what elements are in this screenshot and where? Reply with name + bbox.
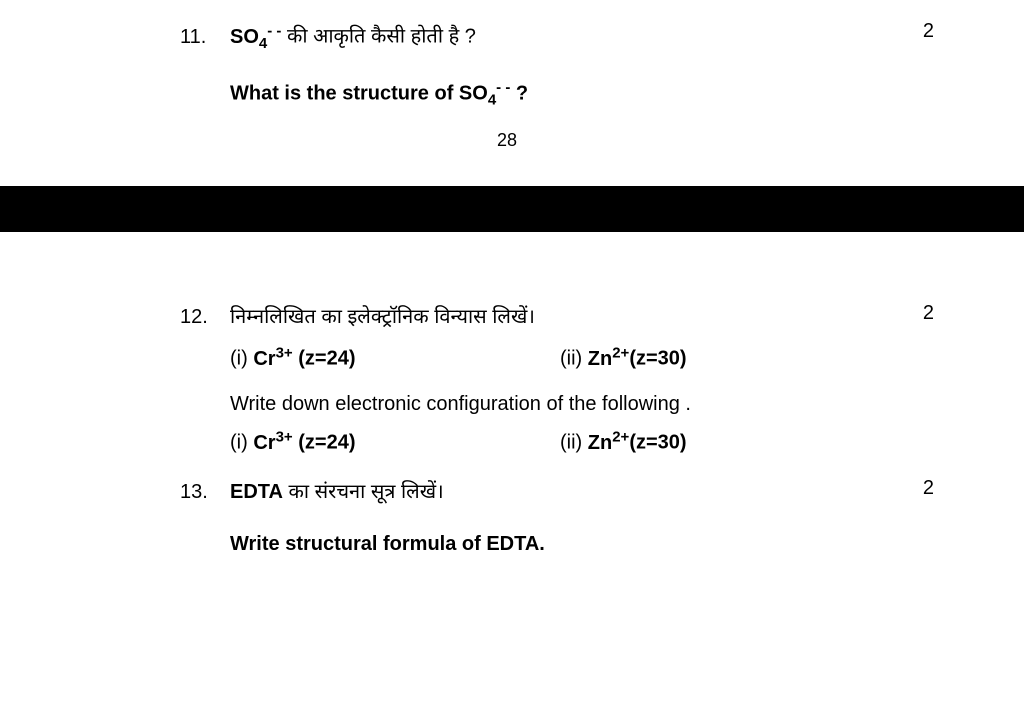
question-12: 12. निम्नलिखित का इलेक्ट्रॉनिक विन्यास ल… [180,302,934,454]
q13-english-text: Write structural formula of EDTA. [230,529,934,559]
page-separator-bar [0,186,1024,232]
q12-marks: 2 [923,302,934,325]
q12-opt-i-z-en: (z=24) [293,432,356,454]
q11-hindi-text: SO4- - की आकृति कैसी होती है ? [230,20,934,55]
q12-option-ii-en: (ii) Zn2+(z=30) [560,428,687,455]
q12-opt-ii-z: (z=30) [629,348,686,370]
question-11: 11. SO4- - की आकृति कैसी होती है ? 2 Wha… [180,20,934,151]
q12-option-i-hi: (i) Cr3+ (z=24) [230,344,560,371]
q13-hindi-row: 13. EDTA का संरचना सूत्र लिखें। 2 [180,477,934,507]
page-container: 11. SO4- - की आकृति कैसी होती है ? 2 Wha… [0,0,1024,602]
q12-english-text: Write down electronic configuration of t… [230,393,934,416]
q13-number: 13. [180,481,230,504]
q11-en-prefix: What is the structure of [230,83,459,105]
q13-hindi-text: EDTA का संरचना सूत्र लिखें। [230,477,934,507]
q12-hindi-text: निम्नलिखित का इलेक्ट्रॉनिक विन्यास लिखें… [230,302,934,332]
q11-marks: 2 [923,20,934,43]
q11-number: 11. [180,26,230,49]
q12-opt-i-label-en: (i) [230,432,253,454]
q12-opt-i-label: (i) [230,348,253,370]
q13-hindi-rest: का संरचना सूत्र लिखें। [289,481,444,503]
question-13: 13. EDTA का संरचना सूत्र लिखें। 2 Write … [180,477,934,559]
q12-option-ii-hi: (ii) Zn2+(z=30) [560,344,687,371]
q12-options-hindi: (i) Cr3+ (z=24) (ii) Zn2+(z=30) [230,344,934,371]
page-number-28: 28 [80,130,934,151]
q11-hindi-row: 11. SO4- - की आकृति कैसी होती है ? 2 [180,20,934,55]
q12-opt-ii-z-en: (z=30) [629,432,686,454]
q12-option-i-en: (i) Cr3+ (z=24) [230,428,560,455]
q11-en-suffix: ? [510,83,528,105]
q12-opt-ii-label-en: (ii) [560,432,588,454]
q12-opt-ii-label: (ii) [560,348,588,370]
q13-marks: 2 [923,477,934,500]
q12-number: 12. [180,306,230,329]
q12-hindi-row: 12. निम्नलिखित का इलेक्ट्रॉनिक विन्यास ल… [180,302,934,332]
q11-english-text: What is the structure of SO4- - ? [230,77,934,112]
q11-hindi-part: की आकृति कैसी होती है ? [287,26,476,48]
q11-english-row: What is the structure of SO4- - ? [230,77,934,112]
q13-english-row: Write structural formula of EDTA. [230,529,934,559]
q12-opt-i-z: (z=24) [293,348,356,370]
q12-options-english: (i) Cr3+ (z=24) (ii) Zn2+(z=30) [230,428,934,455]
